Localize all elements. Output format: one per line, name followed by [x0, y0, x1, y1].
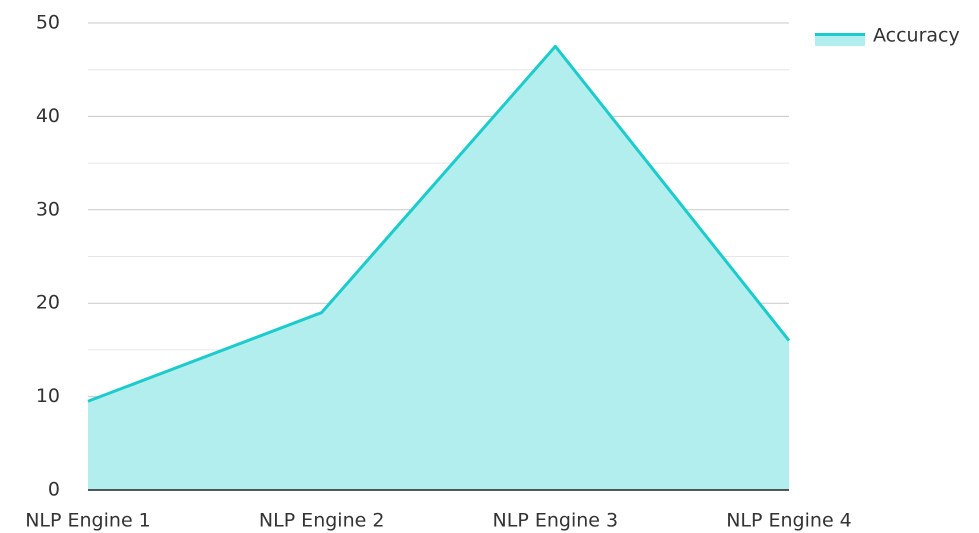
y-tick-label: 20	[36, 292, 60, 314]
x-tick-label: NLP Engine 4	[726, 510, 852, 532]
area	[88, 46, 789, 490]
legend-swatch	[815, 33, 865, 46]
y-tick-label: 10	[36, 385, 60, 407]
y-tick-label: 0	[48, 479, 60, 501]
y-tick-label: 40	[36, 105, 60, 127]
x-tick-label: NLP Engine 2	[259, 510, 385, 532]
x-tick-label: NLP Engine 1	[25, 510, 151, 532]
y-tick-label: 30	[36, 198, 60, 220]
legend-label: Accuracy	[873, 25, 960, 47]
line	[87, 44, 791, 403]
y-tick-label: 50	[36, 12, 60, 34]
x-tick-label: NLP Engine 3	[493, 510, 619, 532]
